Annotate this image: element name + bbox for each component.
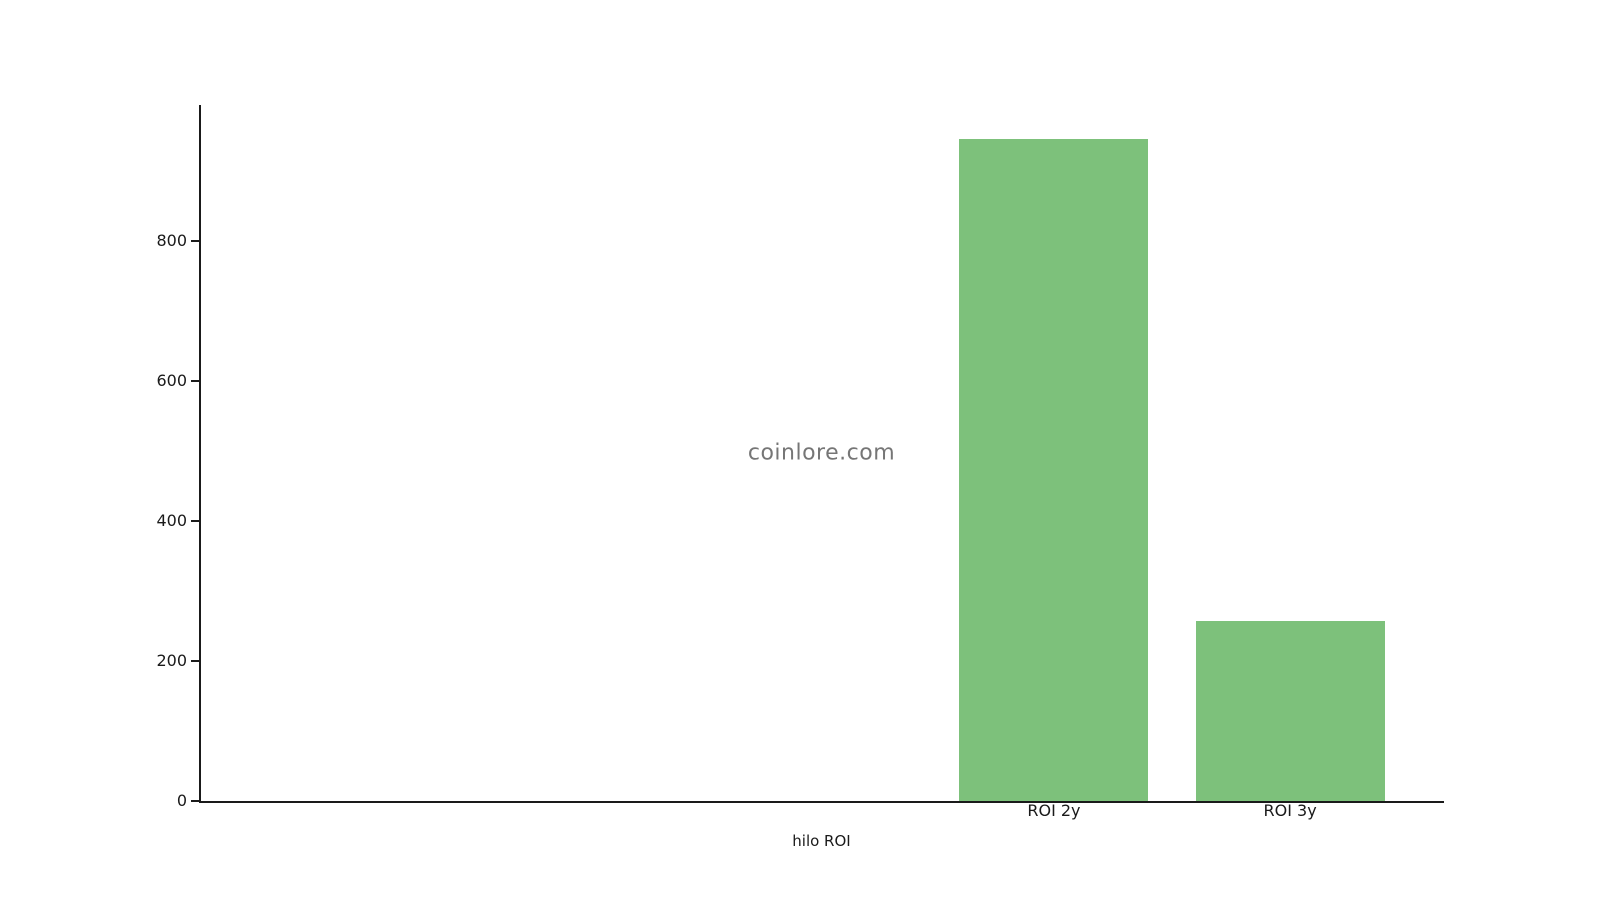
watermark-text: coinlore.com [747, 440, 896, 466]
x-axis-title: hilo ROI [792, 832, 851, 850]
x-tick-label-roi-3y: ROI 3y [1263, 801, 1317, 820]
y-axis-spine [199, 105, 201, 801]
y-tick-mark [191, 520, 199, 523]
y-tick-label: 0 [176, 791, 187, 810]
y-tick-mark [191, 800, 199, 802]
y-tick-label: 200 [156, 651, 187, 671]
bar-roi-3y [1195, 621, 1385, 801]
x-tick-label-roi-2y: ROI 2y [1027, 801, 1081, 820]
y-tick-label: 600 [156, 371, 187, 391]
bar-roi-2y [959, 139, 1149, 801]
x-axis-spine [199, 801, 1444, 803]
y-tick-label: 400 [156, 511, 187, 531]
y-tick-label: 800 [156, 231, 187, 251]
y-tick-mark [191, 660, 199, 663]
y-tick-mark [191, 240, 199, 243]
plot-area: coinlore.com hilo ROI 0 200 400 600 800 ROI 2… [156, 105, 1444, 850]
y-tick-mark [191, 380, 199, 383]
